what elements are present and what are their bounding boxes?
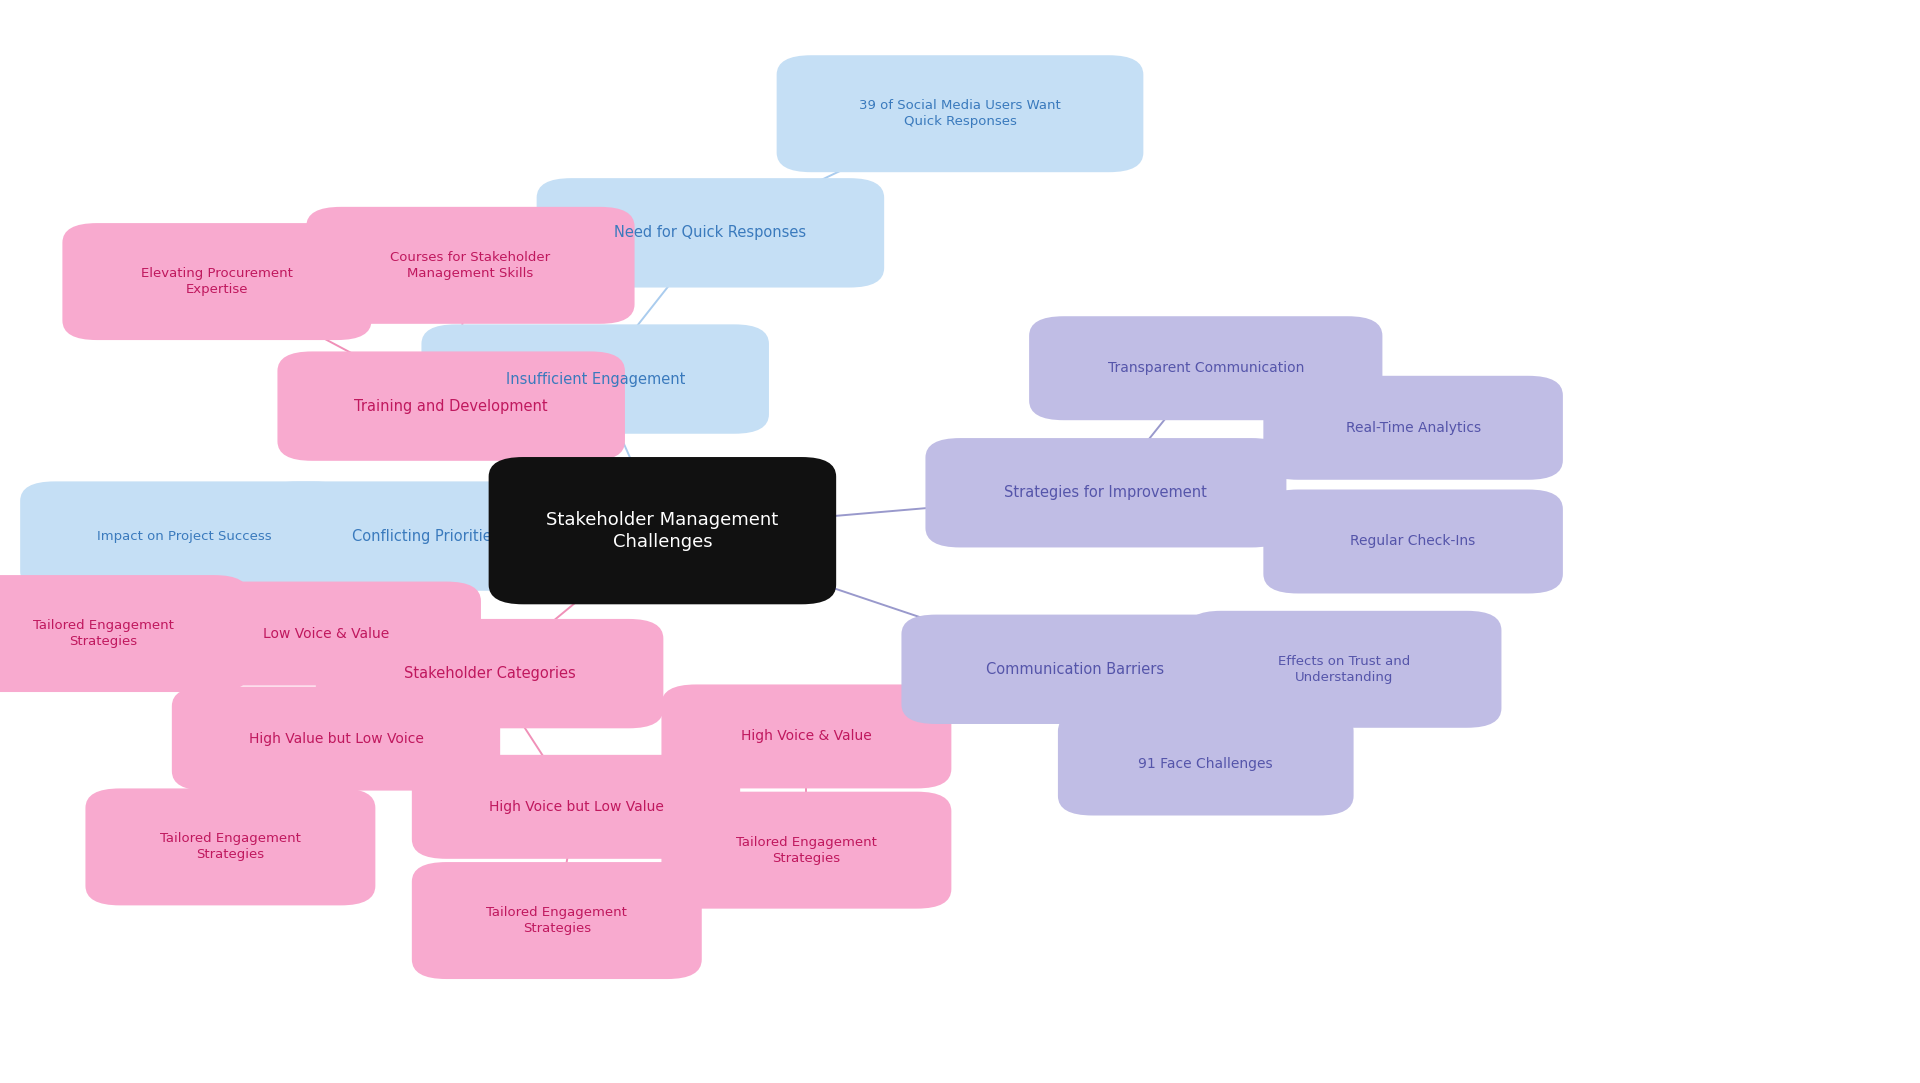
- FancyBboxPatch shape: [1029, 316, 1382, 420]
- FancyBboxPatch shape: [1187, 611, 1501, 728]
- FancyBboxPatch shape: [1263, 490, 1563, 593]
- FancyBboxPatch shape: [411, 755, 739, 859]
- Text: Tailored Engagement
Strategies: Tailored Engagement Strategies: [33, 619, 175, 648]
- Text: 91 Face Challenges: 91 Face Challenges: [1139, 757, 1273, 770]
- FancyBboxPatch shape: [307, 207, 634, 324]
- FancyBboxPatch shape: [1058, 712, 1354, 815]
- FancyBboxPatch shape: [660, 792, 950, 909]
- FancyBboxPatch shape: [173, 582, 480, 686]
- Text: Tailored Engagement
Strategies: Tailored Engagement Strategies: [159, 833, 301, 861]
- FancyBboxPatch shape: [61, 223, 371, 340]
- Text: Communication Barriers: Communication Barriers: [987, 662, 1164, 677]
- FancyBboxPatch shape: [660, 684, 950, 788]
- Text: High Voice & Value: High Voice & Value: [741, 730, 872, 743]
- Text: Impact on Project Success: Impact on Project Success: [98, 530, 271, 543]
- Text: Training and Development: Training and Development: [355, 399, 547, 414]
- FancyBboxPatch shape: [84, 788, 376, 905]
- Text: Real-Time Analytics: Real-Time Analytics: [1346, 421, 1480, 434]
- FancyBboxPatch shape: [488, 457, 835, 604]
- Text: Courses for Stakeholder
Management Skills: Courses for Stakeholder Management Skill…: [390, 251, 551, 279]
- FancyBboxPatch shape: [315, 619, 664, 728]
- Text: Regular Check-Ins: Regular Check-Ins: [1350, 535, 1476, 548]
- Text: Effects on Trust and
Understanding: Effects on Trust and Understanding: [1279, 655, 1409, 683]
- Text: Strategies for Improvement: Strategies for Improvement: [1004, 485, 1208, 500]
- Text: 39 of Social Media Users Want
Quick Responses: 39 of Social Media Users Want Quick Resp…: [858, 100, 1062, 128]
- Text: High Voice but Low Value: High Voice but Low Value: [488, 800, 664, 813]
- Text: Low Voice & Value: Low Voice & Value: [263, 627, 390, 640]
- FancyBboxPatch shape: [776, 55, 1142, 172]
- Text: Transparent Communication: Transparent Communication: [1108, 362, 1304, 375]
- Text: Need for Quick Responses: Need for Quick Responses: [614, 225, 806, 240]
- FancyBboxPatch shape: [422, 325, 768, 433]
- FancyBboxPatch shape: [925, 438, 1286, 547]
- FancyBboxPatch shape: [171, 687, 499, 791]
- Text: Elevating Procurement
Expertise: Elevating Procurement Expertise: [140, 268, 294, 296]
- Text: Tailored Engagement
Strategies: Tailored Engagement Strategies: [735, 836, 877, 864]
- FancyBboxPatch shape: [411, 862, 703, 979]
- FancyBboxPatch shape: [276, 351, 626, 461]
- Text: Tailored Engagement
Strategies: Tailored Engagement Strategies: [486, 906, 628, 935]
- FancyBboxPatch shape: [536, 179, 883, 287]
- FancyBboxPatch shape: [1263, 376, 1563, 480]
- Text: High Value but Low Voice: High Value but Low Voice: [248, 732, 424, 745]
- FancyBboxPatch shape: [261, 481, 591, 591]
- Text: Conflicting Priorities: Conflicting Priorities: [353, 529, 499, 544]
- Text: Stakeholder Categories: Stakeholder Categories: [403, 666, 576, 681]
- FancyBboxPatch shape: [0, 575, 250, 692]
- FancyBboxPatch shape: [902, 615, 1248, 725]
- FancyBboxPatch shape: [19, 481, 349, 591]
- Text: Stakeholder Management
Challenges: Stakeholder Management Challenges: [547, 510, 778, 551]
- Text: Insufficient Engagement: Insufficient Engagement: [505, 371, 685, 387]
